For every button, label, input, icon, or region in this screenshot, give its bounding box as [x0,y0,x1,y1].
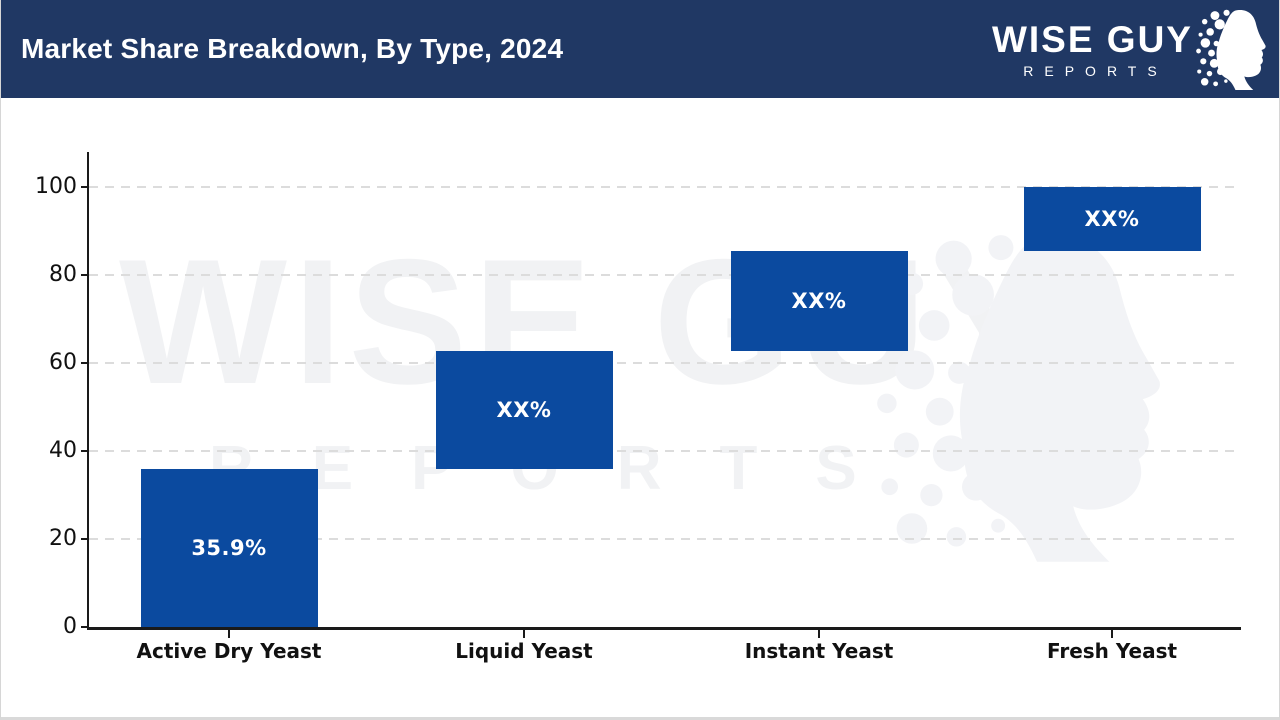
y-tick-mark [81,538,89,540]
watermark-head-icon [873,228,1165,562]
y-tick-label: 40 [49,438,77,463]
y-axis-line [87,152,89,629]
y-tick-mark [81,274,89,276]
wiseguy-logo-wordmark: WISE GUY [991,18,1193,60]
wiseguy-head-icon [1195,8,1267,90]
bar-value-label: XX% [791,288,847,313]
y-tick-label: 60 [49,350,77,375]
wiseguy-logo-text: WISE GUY REPORTS [992,21,1193,78]
y-tick-label: 0 [63,614,77,639]
wiseguy-logo: WISE GUY REPORTS [992,0,1267,98]
gridline-y60 [89,362,1241,364]
y-tick-label: 100 [35,174,77,199]
x-category-label: Active Dry Yeast [136,639,322,663]
gridline-y80 [89,274,1241,276]
bar-liquid-yeast: XX% [435,350,613,470]
bar-instant-yeast: XX% [730,250,908,351]
x-tick-mark [1111,630,1113,638]
bar-active-dry-yeast: 35.9% [140,469,318,627]
bar-value-label: XX% [496,397,552,422]
x-category-label: Instant Yeast [744,639,894,663]
waterfall-chart: 0 20 40 60 80 100 35.9% Active Dry Yeast XX% Liqu… [1,98,1279,717]
gridline-y100 [89,186,1241,188]
wiseguy-logo-subtitle: REPORTS [1023,62,1168,79]
bar-value-label: XX% [1084,206,1140,231]
x-axis-line [87,627,1241,630]
y-tick-mark [81,626,89,628]
bar-value-label: 35.9% [191,536,267,560]
y-tick-label: 20 [49,526,77,551]
x-category-label: Liquid Yeast [455,639,593,663]
gridline-y40 [89,450,1241,452]
y-tick-mark [81,186,89,188]
header-band: Market Share Breakdown, By Type, 2024 WI… [1,0,1279,98]
bar-fresh-yeast: XX% [1023,187,1201,251]
x-tick-mark [523,630,525,638]
y-tick-label: 80 [49,262,77,287]
page-title: Market Share Breakdown, By Type, 2024 [21,33,564,64]
x-tick-mark [818,630,820,638]
y-tick-mark [81,450,89,452]
x-tick-mark [228,630,230,638]
y-tick-mark [81,362,89,364]
gridline-y20 [89,538,1241,540]
x-category-label: Fresh Yeast [1046,639,1178,663]
